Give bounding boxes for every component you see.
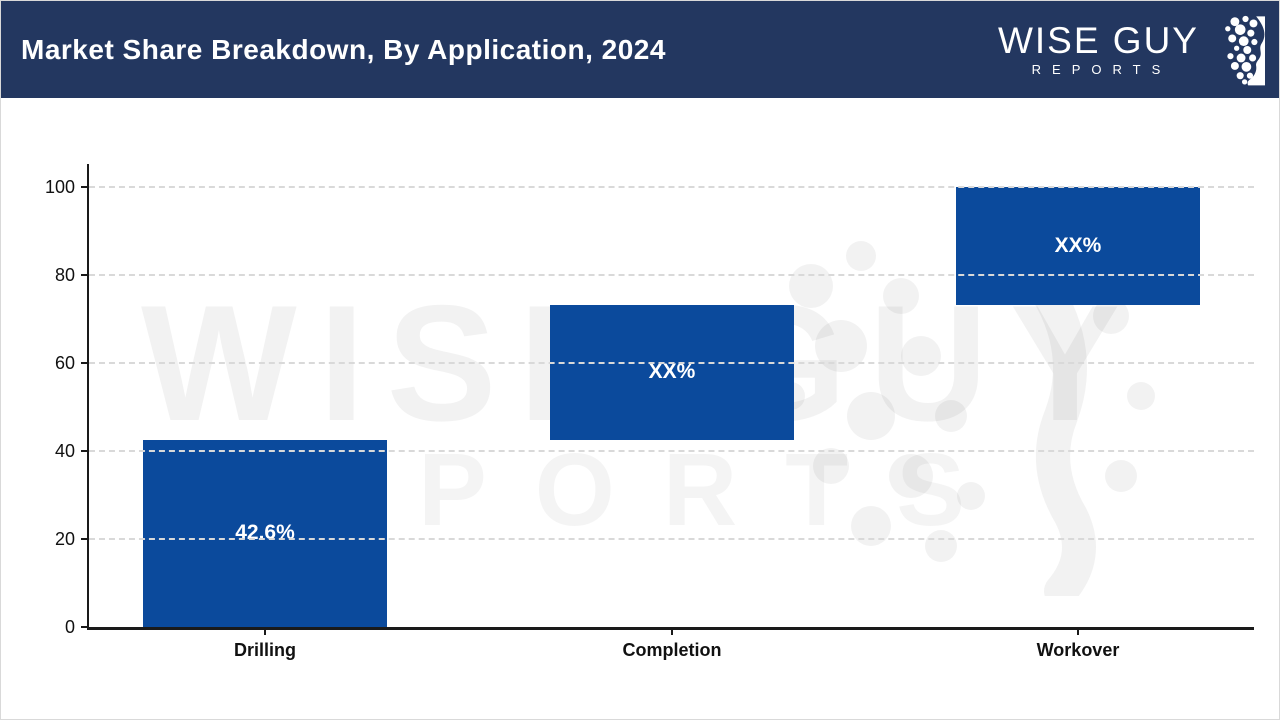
logo-wordmark: WISE GUY bbox=[997, 20, 1199, 61]
logo-text: WISE GUY REPORTS bbox=[997, 20, 1199, 78]
y-tick-mark-0 bbox=[81, 626, 89, 628]
bar-drilling: 42.6% bbox=[143, 439, 387, 627]
gridline-80 bbox=[89, 273, 1254, 276]
y-axis-spine bbox=[87, 164, 89, 630]
header-band: Market Share Breakdown, By Application, … bbox=[1, 1, 1279, 98]
face-dots-icon bbox=[1225, 15, 1265, 85]
x-tick-mark-workover bbox=[1077, 627, 1079, 635]
wise-guy-reports-logo: WISE GUY REPORTS bbox=[998, 1, 1265, 98]
y-tick-mark-20 bbox=[81, 537, 89, 540]
y-tick-label-60: 60 bbox=[54, 352, 75, 373]
bar-value-label-completion: XX% bbox=[648, 360, 696, 384]
bar-value-label-workover: XX% bbox=[1054, 233, 1102, 257]
bar-completion: XX% bbox=[550, 304, 794, 440]
x-axis-spine bbox=[87, 627, 1254, 630]
x-tick-label-workover: Workover bbox=[1036, 640, 1120, 660]
y-tick-mark-60 bbox=[81, 361, 89, 364]
y-tick-label-20: 20 bbox=[54, 528, 75, 549]
x-tick-mark-completion bbox=[671, 627, 673, 635]
gridline-60 bbox=[89, 361, 1254, 364]
x-tick-mark-drilling bbox=[264, 627, 266, 635]
x-tick-label-completion: Completion bbox=[622, 640, 722, 660]
x-tick-label-drilling: Drilling bbox=[234, 640, 296, 660]
y-tick-label-40: 40 bbox=[54, 440, 75, 461]
y-tick-mark-80 bbox=[81, 273, 89, 276]
bar-workover: XX% bbox=[956, 186, 1200, 305]
gridline-40 bbox=[89, 449, 1254, 452]
page-title: Market Share Breakdown, By Application, … bbox=[21, 33, 666, 65]
y-tick-mark-100 bbox=[81, 185, 89, 188]
gridline-100 bbox=[89, 185, 1254, 188]
y-tick-label-80: 80 bbox=[54, 264, 75, 285]
y-tick-label-0: 0 bbox=[64, 617, 75, 637]
y-tick-mark-40 bbox=[81, 449, 89, 452]
logo-subtext: REPORTS bbox=[1031, 62, 1172, 77]
gridline-20 bbox=[89, 537, 1254, 540]
y-tick-label-100: 100 bbox=[44, 176, 75, 197]
bar-value-label-drilling: 42.6% bbox=[235, 521, 295, 545]
